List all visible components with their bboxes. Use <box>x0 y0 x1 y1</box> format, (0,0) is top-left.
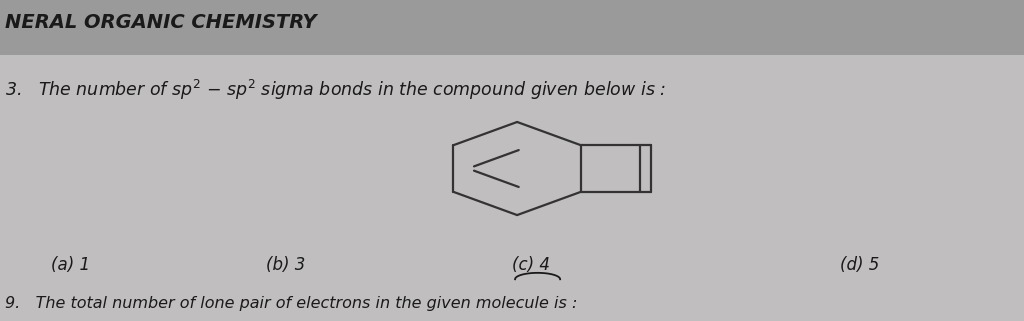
Text: 9.   The total number of lone pair of electrons in the given molecule is :: 9. The total number of lone pair of elec… <box>5 296 578 311</box>
Text: (d) 5: (d) 5 <box>840 256 879 274</box>
Text: NERAL ORGANIC CHEMISTRY: NERAL ORGANIC CHEMISTRY <box>5 13 316 32</box>
Text: (c) 4: (c) 4 <box>512 256 550 274</box>
Text: 3.   The number of $sp^2$ $-$ $sp^2$ sigma bonds in the compound given below is : 3. The number of $sp^2$ $-$ $sp^2$ sigma… <box>5 78 667 102</box>
Text: (b) 3: (b) 3 <box>266 256 305 274</box>
Bar <box>0 0 1024 55</box>
Text: (a) 1: (a) 1 <box>51 256 90 274</box>
